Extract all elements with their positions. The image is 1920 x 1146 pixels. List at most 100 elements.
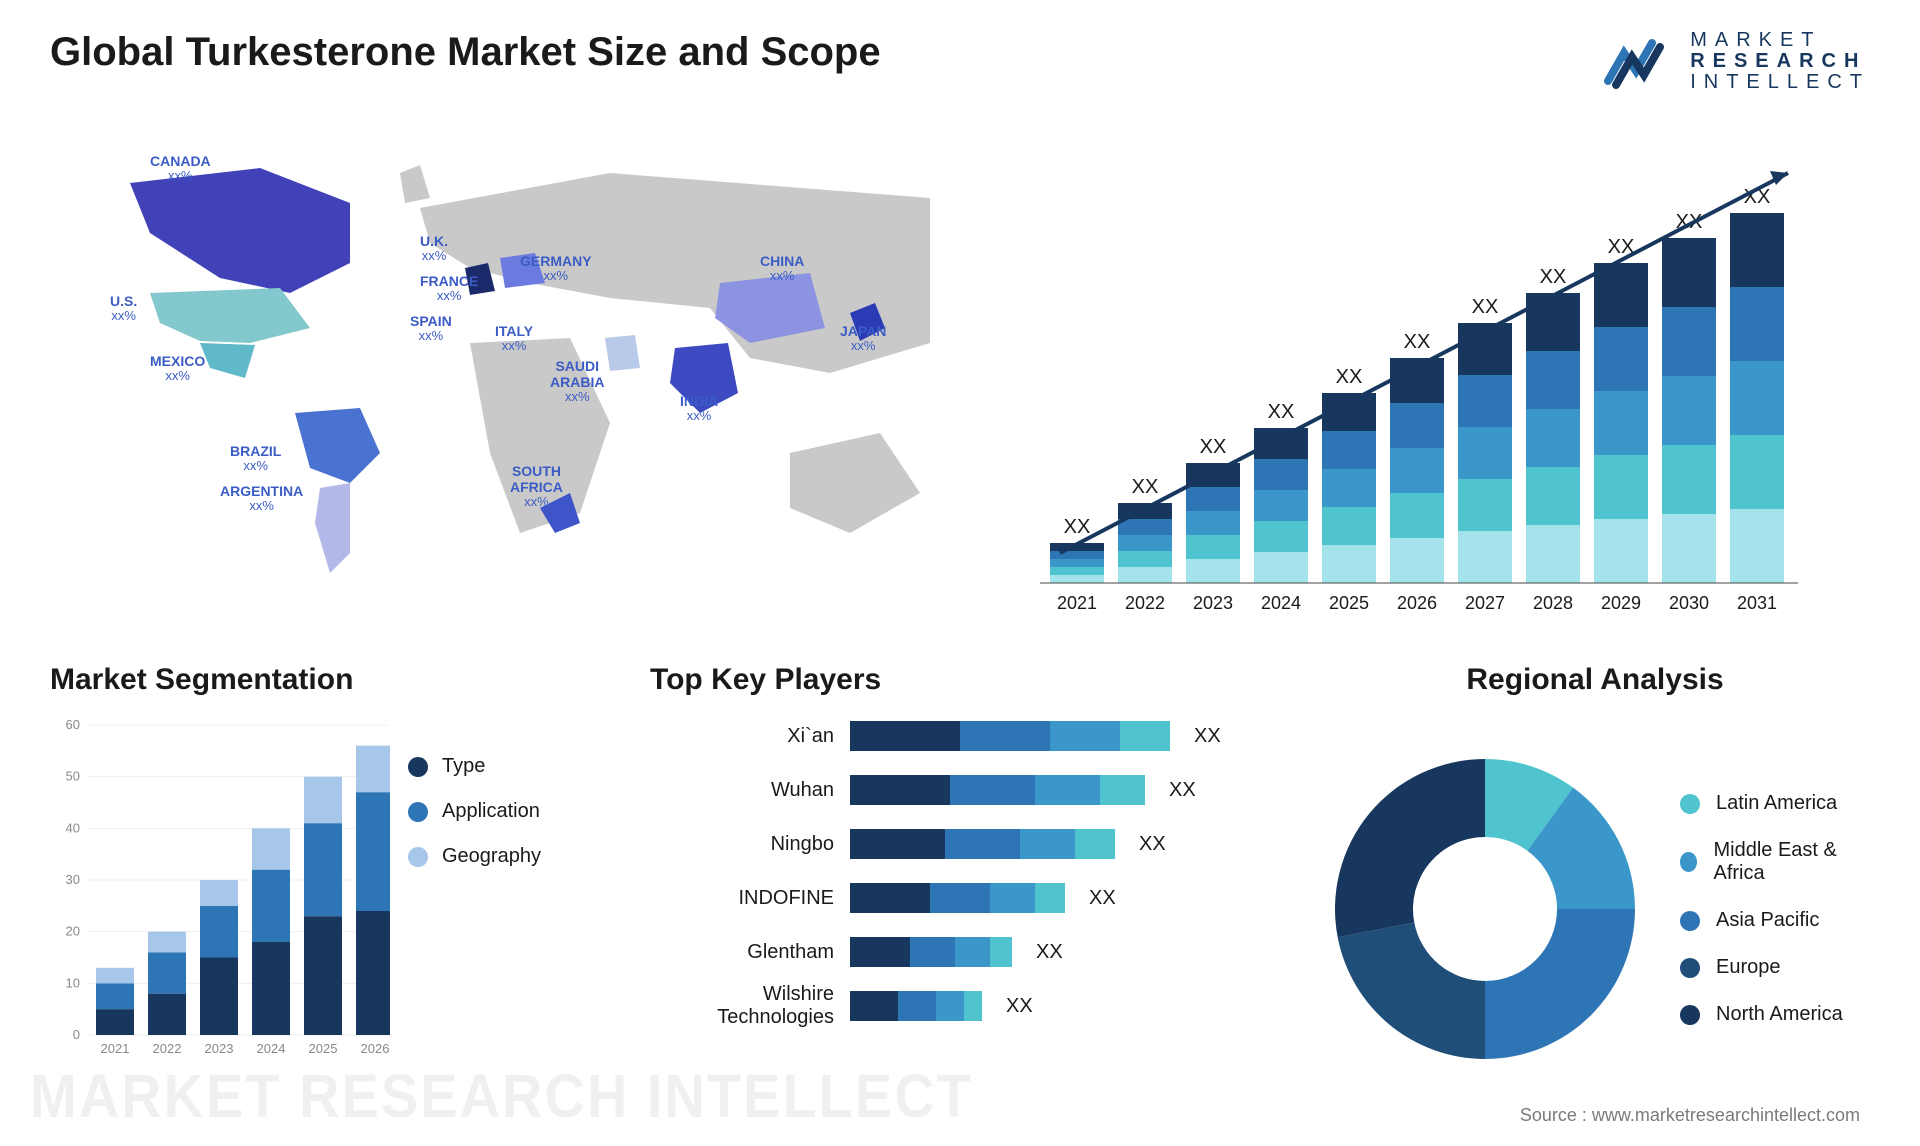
player-bar <box>850 991 982 1021</box>
svg-text:XX: XX <box>1404 331 1431 353</box>
player-bar-segment <box>850 883 930 913</box>
logo-line-3: INTELLECT <box>1690 72 1870 93</box>
svg-text:2025: 2025 <box>1329 593 1369 613</box>
segmentation-legend: Type Application Geography <box>408 715 541 1103</box>
map-label: BRAZILxx% <box>230 443 281 474</box>
svg-text:30: 30 <box>66 872 80 887</box>
map-label: MEXICOxx% <box>150 353 205 384</box>
logo-icon <box>1604 33 1676 91</box>
map-label: U.K.xx% <box>420 233 448 264</box>
svg-text:XX: XX <box>1132 476 1159 498</box>
svg-text:2028: 2028 <box>1533 593 1573 613</box>
players-chart: Xi`anXXWuhanXXNingboXXINDOFINEXXGlentham… <box>650 715 1290 1027</box>
region-title: Regional Analysis <box>1320 663 1870 697</box>
svg-text:2022: 2022 <box>153 1041 182 1056</box>
map-label: CANADAxx% <box>150 153 211 184</box>
player-name: Glentham <box>650 941 840 964</box>
legend-dot <box>408 847 428 867</box>
player-name: Wilshire Technologies <box>650 983 840 1029</box>
segmentation-legend-item: Geography <box>408 845 541 868</box>
player-bar <box>850 775 1145 805</box>
map-label: CHINAxx% <box>760 253 804 284</box>
map-label: ITALYxx% <box>495 323 533 354</box>
map-label: INDIAxx% <box>680 393 718 424</box>
player-bar-segment <box>850 937 910 967</box>
svg-text:2027: 2027 <box>1465 593 1505 613</box>
map-label: GERMANYxx% <box>520 253 592 284</box>
player-row: Xi`anXX <box>650 715 1290 757</box>
svg-text:2029: 2029 <box>1601 593 1641 613</box>
svg-text:2026: 2026 <box>1397 593 1437 613</box>
legend-dot <box>1680 852 1697 872</box>
svg-text:XX: XX <box>1336 366 1363 388</box>
segmentation-legend-item: Type <box>408 755 541 778</box>
player-bar-segment <box>1100 775 1145 805</box>
svg-text:2030: 2030 <box>1669 593 1709 613</box>
svg-text:XX: XX <box>1064 516 1091 538</box>
region-legend-item: Middle East & Africa <box>1680 839 1870 885</box>
player-row: Wuhan XX <box>650 769 1290 811</box>
svg-text:2025: 2025 <box>309 1041 338 1056</box>
player-value: XX <box>1194 725 1221 748</box>
player-bar-segment <box>910 937 955 967</box>
player-value: XX <box>1036 941 1063 964</box>
brand-logo: MARKET RESEARCH INTELLECT <box>1604 30 1870 93</box>
logo-line-2: RESEARCH <box>1690 51 1870 72</box>
region-legend: Latin America Middle East & Africa Asia Pa… <box>1680 792 1870 1026</box>
player-name: INDOFINE <box>650 887 840 910</box>
segmentation-legend-item: Application <box>408 800 541 823</box>
player-bar-segment <box>850 721 960 751</box>
region-legend-item: Asia Pacific <box>1680 909 1870 932</box>
region-donut <box>1320 744 1650 1074</box>
legend-dot <box>1680 958 1700 978</box>
upper-section: CANADAxx% U.S.xx% MEXICOxx% BRAZILxx% ARGENT… <box>50 113 1870 633</box>
svg-text:0: 0 <box>73 1027 80 1042</box>
svg-text:XX: XX <box>1472 296 1499 318</box>
map-label: SPAINxx% <box>410 313 452 344</box>
player-bar <box>850 937 1012 967</box>
player-bar-segment <box>930 883 990 913</box>
growth-chart: XX2021XX2022XX2023XX2024XX2025XX2026XX20… <box>1010 113 1870 633</box>
lower-section: Market Segmentation 01020304050602021202… <box>50 663 1870 1103</box>
legend-label: Asia Pacific <box>1716 909 1819 932</box>
player-bar-segment <box>960 721 1050 751</box>
player-value: XX <box>1169 779 1196 802</box>
map-label: ARGENTINAxx% <box>220 483 303 514</box>
logo-line-1: MARKET <box>1690 30 1870 51</box>
player-bar-segment <box>936 991 964 1021</box>
player-bar-segment <box>950 775 1035 805</box>
player-name: Wuhan <box>650 779 840 802</box>
map-label: SAUDIARABIAxx% <box>550 358 604 405</box>
svg-text:2026: 2026 <box>361 1041 390 1056</box>
svg-text:XX: XX <box>1540 266 1567 288</box>
player-value: XX <box>1089 887 1116 910</box>
world-map: CANADAxx% U.S.xx% MEXICOxx% BRAZILxx% ARGENT… <box>50 113 970 633</box>
svg-text:2021: 2021 <box>1057 593 1097 613</box>
svg-text:2023: 2023 <box>1193 593 1233 613</box>
player-row: INDOFINE XX <box>650 877 1290 919</box>
svg-text:10: 10 <box>66 975 80 990</box>
player-bar-segment <box>1120 721 1170 751</box>
legend-dot <box>408 757 428 777</box>
map-label: FRANCExx% <box>420 273 478 304</box>
player-bar <box>850 883 1065 913</box>
map-label: U.S.xx% <box>110 293 137 324</box>
svg-text:50: 50 <box>66 769 80 784</box>
page-title: Global Turkesterone Market Size and Scop… <box>50 30 881 75</box>
player-row: Wilshire TechnologiesXX <box>650 985 1290 1027</box>
region-legend-item: North America <box>1680 1003 1870 1026</box>
legend-dot <box>1680 1005 1700 1025</box>
player-bar <box>850 721 1170 751</box>
player-value: XX <box>1139 833 1166 856</box>
player-bar-segment <box>990 883 1035 913</box>
players-title: Top Key Players <box>650 663 1290 697</box>
legend-dot <box>408 802 428 822</box>
watermark: MARKET RESEARCH INTELLECT <box>30 1060 973 1132</box>
legend-label: Geography <box>442 845 541 868</box>
player-bar-segment <box>898 991 936 1021</box>
region-legend-item: Latin America <box>1680 792 1870 815</box>
player-row: Glentham XX <box>650 931 1290 973</box>
svg-text:2022: 2022 <box>1125 593 1165 613</box>
player-bar-segment <box>850 991 898 1021</box>
player-name: Ningbo <box>650 833 840 856</box>
